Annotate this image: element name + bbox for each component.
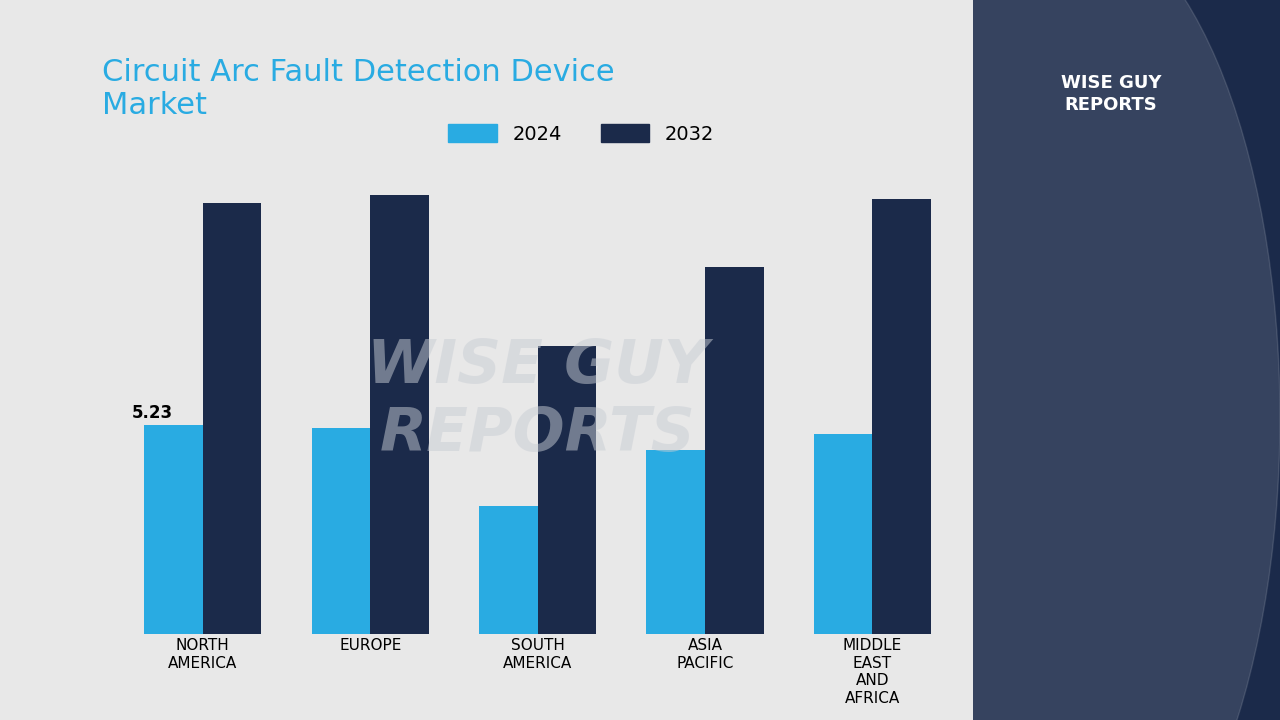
Text: WISE GUY
REPORTS: WISE GUY REPORTS xyxy=(367,337,708,464)
Bar xyxy=(814,434,873,634)
Bar xyxy=(538,346,596,634)
Bar xyxy=(311,428,370,634)
Text: 5.23: 5.23 xyxy=(132,404,173,422)
Bar xyxy=(705,266,764,634)
Bar xyxy=(646,450,705,634)
Legend: 2024, 2032: 2024, 2032 xyxy=(439,114,723,153)
Bar xyxy=(202,203,261,634)
Bar xyxy=(370,195,429,634)
Circle shape xyxy=(850,0,1280,720)
Text: WISE GUY
REPORTS: WISE GUY REPORTS xyxy=(1061,73,1161,114)
Bar xyxy=(145,425,202,634)
Bar xyxy=(873,199,931,634)
Bar xyxy=(479,506,538,634)
Text: Circuit Arc Fault Detection Device
Market: Circuit Arc Fault Detection Device Marke… xyxy=(102,58,614,120)
